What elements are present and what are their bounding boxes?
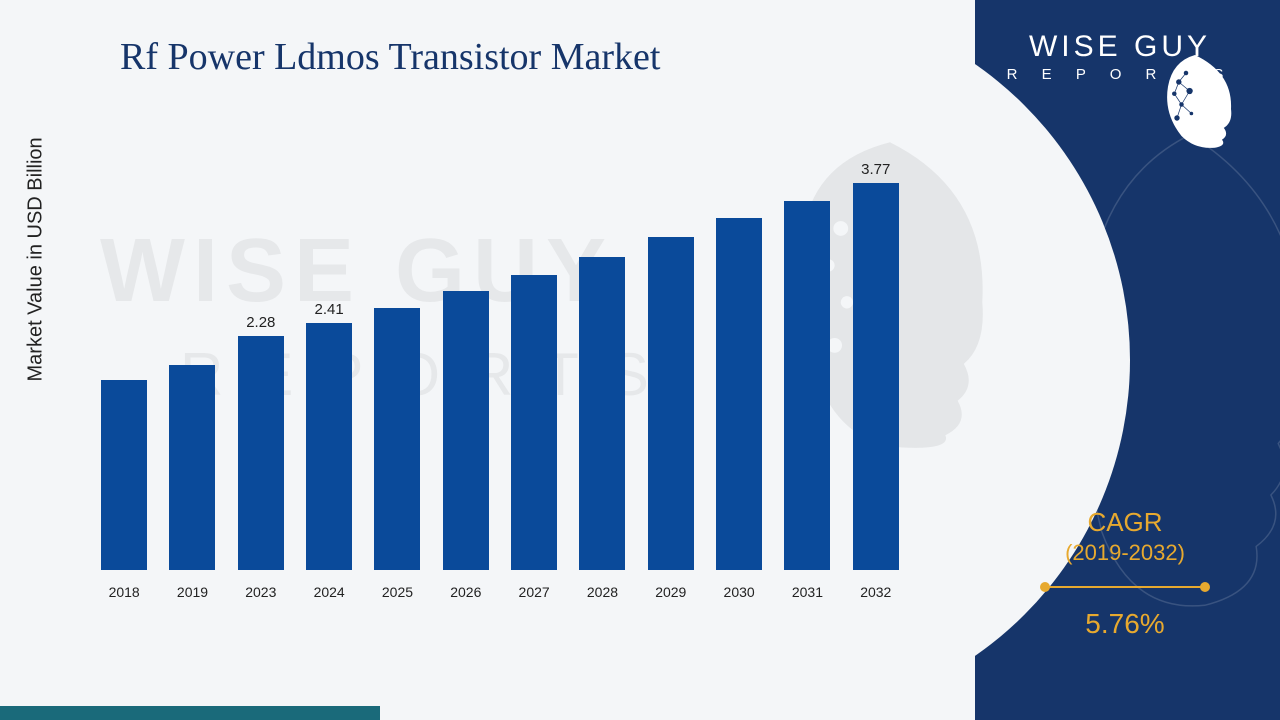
cagr-label: CAGR xyxy=(1025,507,1225,538)
bar-group xyxy=(162,343,222,570)
x-axis-label: 2019 xyxy=(162,584,222,600)
cagr-block: CAGR (2019-2032) 5.76% xyxy=(1025,507,1225,640)
bar xyxy=(306,323,352,570)
bar xyxy=(648,237,694,570)
bar xyxy=(374,308,420,570)
bar-group: 2.41 xyxy=(299,301,359,570)
bar-group: 2.28 xyxy=(231,314,291,570)
cagr-years: (2019-2032) xyxy=(1025,540,1225,566)
cagr-value: 5.76% xyxy=(1025,608,1225,640)
bar xyxy=(238,336,284,570)
bar-group xyxy=(572,235,632,570)
cagr-divider xyxy=(1045,586,1205,588)
bar-group: 3.77 xyxy=(846,161,906,570)
bar xyxy=(784,201,830,570)
chart-container: 2.28 2.41 3.77 2018 2019 2023 2024 2025 2026 202… xyxy=(90,140,910,600)
x-axis-label: 2026 xyxy=(436,584,496,600)
bar xyxy=(169,365,215,570)
x-axis-label: 2027 xyxy=(504,584,564,600)
logo-face-icon xyxy=(1150,50,1240,150)
bar-value-label: 2.28 xyxy=(246,314,275,332)
x-axis-label: 2031 xyxy=(777,584,837,600)
bar-value-label: 2.41 xyxy=(315,301,344,319)
bar-group xyxy=(367,286,427,570)
bar xyxy=(443,291,489,570)
y-axis-label: Market Value in USD Billion xyxy=(25,137,48,381)
bottom-accent-bar xyxy=(0,706,380,720)
bar xyxy=(579,257,625,570)
bar xyxy=(853,183,899,570)
x-axis-label: 2029 xyxy=(641,584,701,600)
x-axis-label: 2025 xyxy=(367,584,427,600)
bar-group xyxy=(436,269,496,570)
logo-area: WISE GUY R E P O R T S xyxy=(990,30,1250,83)
chart-title: Rf Power Ldmos Transistor Market xyxy=(120,35,660,79)
x-axis-label: 2032 xyxy=(846,584,906,600)
bar-group xyxy=(504,253,564,570)
x-axis-label: 2028 xyxy=(572,584,632,600)
bar-group xyxy=(641,215,701,570)
x-axis-label: 2030 xyxy=(709,584,769,600)
bar-group xyxy=(777,179,837,570)
bar-group xyxy=(709,196,769,570)
x-axis-label: 2018 xyxy=(94,584,154,600)
bar-group xyxy=(94,358,154,570)
bar xyxy=(101,380,147,570)
bars-area: 2.28 2.41 3.77 xyxy=(90,140,910,570)
x-axis-label: 2023 xyxy=(231,584,291,600)
x-axis-label: 2024 xyxy=(299,584,359,600)
x-axis: 2018 2019 2023 2024 2025 2026 2027 2028 2029 2030… xyxy=(90,584,910,600)
bar-value-label: 3.77 xyxy=(861,161,890,179)
bar xyxy=(511,275,557,570)
bar xyxy=(716,218,762,570)
